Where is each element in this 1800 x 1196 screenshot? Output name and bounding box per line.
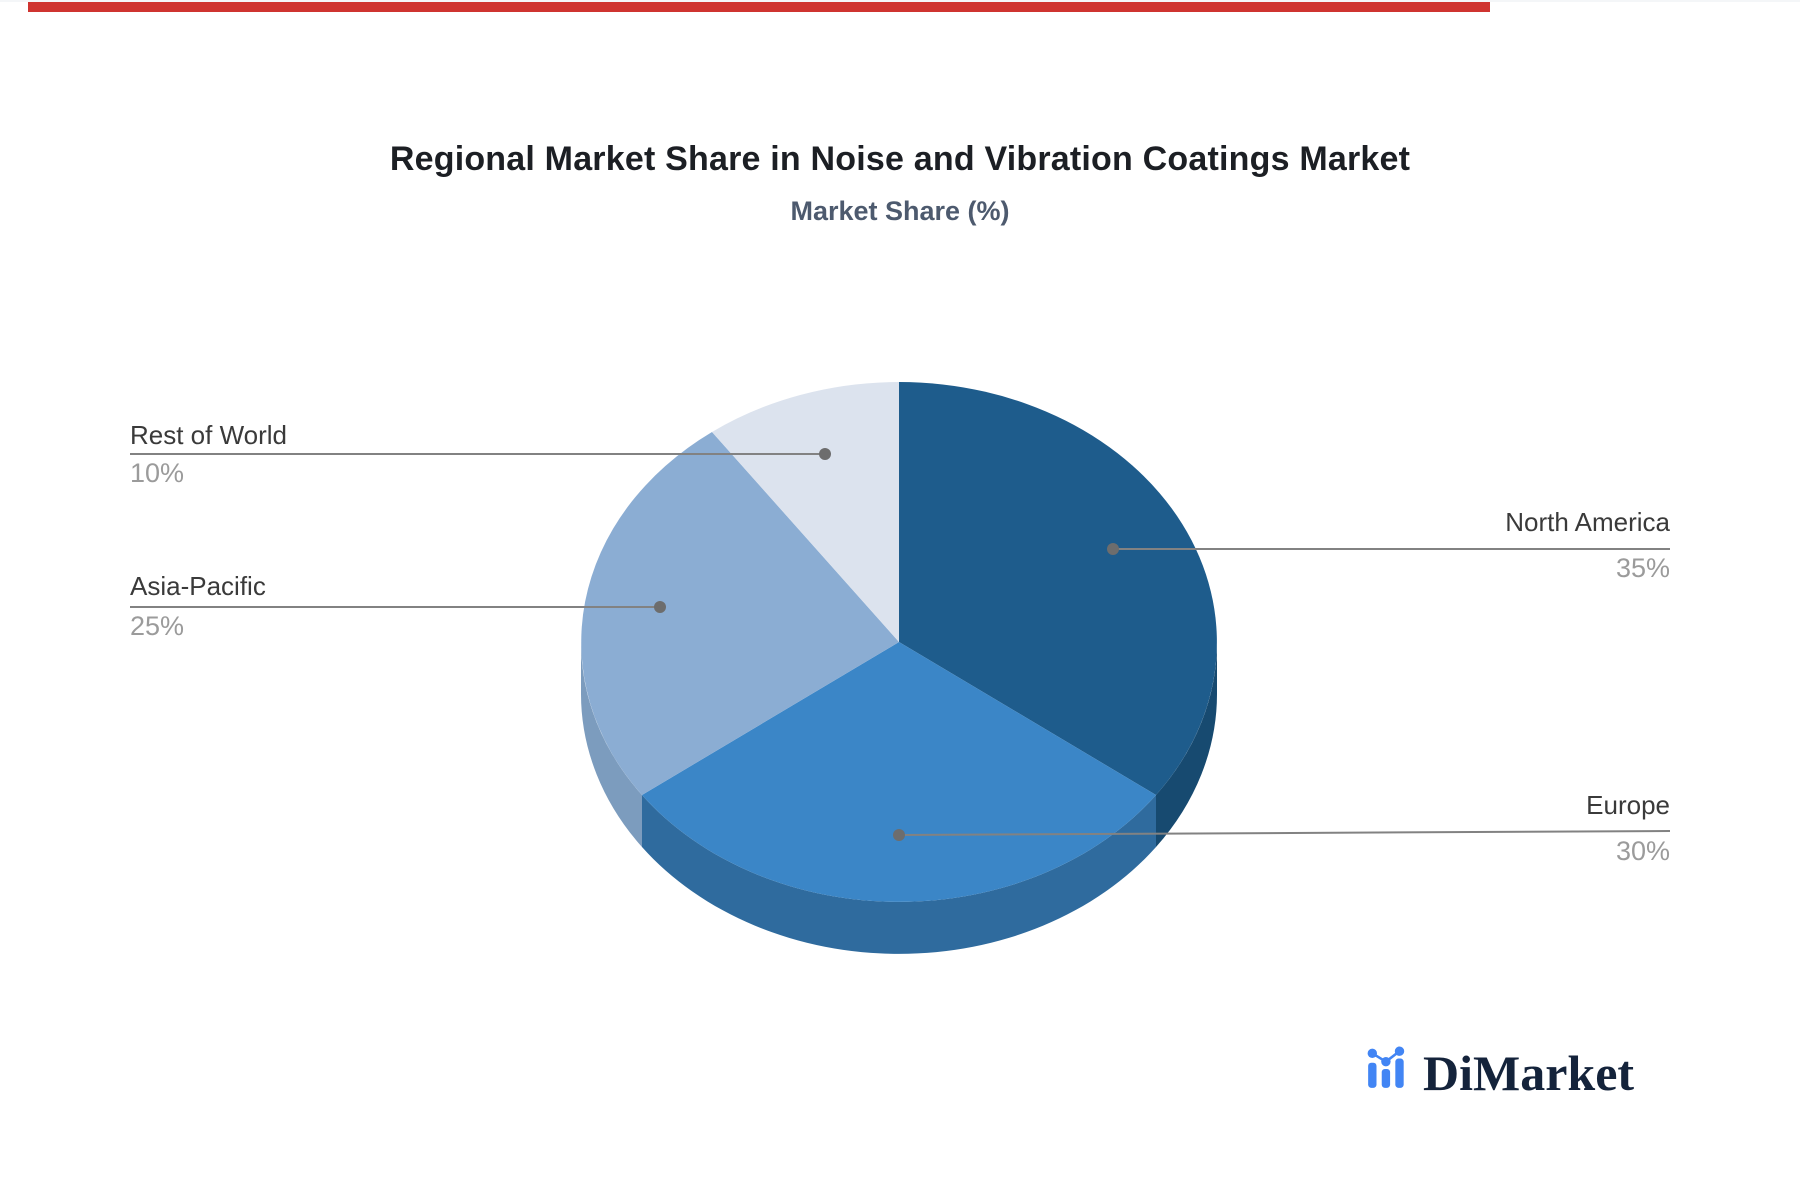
pie-slice-side-north-america (1156, 642, 1217, 847)
callout-dot-asia-pacific (654, 601, 666, 613)
callout-line-europe (898, 830, 1671, 836)
chart-title: Regional Market Share in Noise and Vibra… (389, 140, 1411, 178)
slice-value-asia-pacific: 25% (130, 611, 185, 641)
slice-label-north-america: North America (1505, 507, 1670, 537)
pie-slice-europe[interactable] (642, 642, 1156, 902)
pie-slice-side-asia-pacific (581, 642, 642, 847)
callout-lines (130, 453, 1671, 836)
slice-value-europe: 30% (1615, 836, 1670, 866)
slice-label-rest-of-world: Rest of World (130, 420, 288, 450)
slice-value-rest-of-world: 10% (130, 458, 185, 488)
slice-label-europe: Europe (1586, 790, 1670, 820)
chart-subtitle: Market Share (%) (790, 196, 1010, 226)
slice-label-asia-pacific: Asia-Pacific (130, 571, 266, 601)
top-progress-bar (28, 2, 1490, 12)
dimarket-logo-text: DiMarket (1423, 1045, 1635, 1101)
pie-slice-asia-pacific[interactable] (581, 432, 899, 795)
slice-value-north-america: 35% (1615, 553, 1670, 583)
callout-dot-rest-of-world (819, 448, 831, 460)
pie-slice-side-europe (642, 795, 1156, 954)
pie-slice-rest-of-world[interactable] (712, 382, 899, 642)
callout-dot-north-america (1107, 543, 1119, 555)
pie-slice-north-america[interactable] (899, 382, 1217, 795)
callout-dot-europe (893, 829, 905, 841)
callout-dots (654, 448, 1119, 841)
bar-chart-logo-icon (1367, 1046, 1405, 1088)
dimarket-logo: DiMarket (1366, 1046, 1634, 1098)
